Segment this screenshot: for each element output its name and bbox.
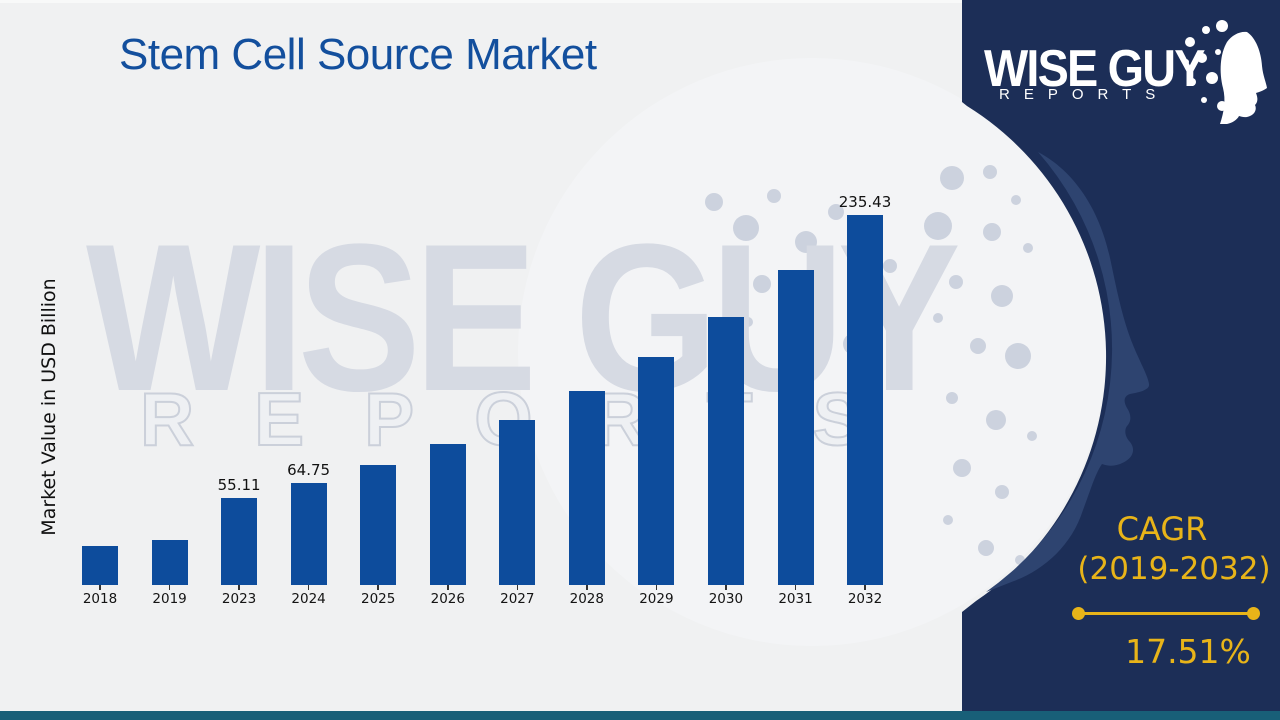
x-tick-2025 (377, 585, 379, 590)
watermark-dot (795, 231, 817, 253)
x-tick-label-2030: 2030 (708, 591, 744, 607)
x-tick-2030 (725, 585, 727, 590)
watermark-dot (1005, 343, 1031, 369)
logo-dot (1202, 26, 1210, 34)
watermark-dot (705, 193, 723, 211)
logo-face-icon (1220, 31, 1267, 124)
bar-2026 (429, 444, 466, 585)
chart-title: Stem Cell Source Market (119, 30, 597, 79)
logo-subtitle: REPORTS (999, 86, 1170, 103)
x-tick-2027 (516, 585, 518, 590)
data-label-2023: 55.11 (217, 476, 261, 494)
watermark-dot (743, 317, 753, 327)
watermark-dot (933, 313, 943, 323)
bar-2025 (360, 465, 397, 585)
x-tick-label-2025: 2025 (361, 591, 396, 607)
logo-wordmark: WISE GUY (984, 40, 1205, 98)
watermark-dot (995, 485, 1009, 499)
x-tick-label-2019: 2019 (152, 591, 187, 607)
x-tick-label-2032: 2032 (847, 591, 883, 607)
watermark-dot (1023, 243, 1033, 253)
bar-2029 (638, 357, 675, 585)
watermark-dot (970, 338, 986, 354)
watermark-dot (767, 189, 781, 203)
watermark-dot (891, 313, 909, 331)
watermark-dot (733, 215, 759, 241)
logo-dot (1188, 78, 1196, 86)
x-tick-2018 (99, 585, 101, 590)
x-tick-label-2018: 2018 (82, 591, 118, 607)
watermark-dot (924, 212, 952, 240)
watermark-dot (953, 459, 971, 477)
line-end-dot-right (1247, 607, 1260, 620)
cagr-divider-line (1072, 607, 1260, 620)
watermark-dot (828, 204, 844, 220)
watermark-dot (983, 165, 997, 179)
bar-2023 (221, 498, 258, 585)
watermark-dot (991, 285, 1013, 307)
x-tick-2019 (168, 585, 171, 590)
watermark-dot (943, 515, 953, 525)
watermark-dot (983, 223, 1001, 241)
watermark-wordmark: WISE GUY (86, 200, 961, 435)
x-tick-label-2029: 2029 (639, 591, 674, 607)
cagr-value: 17.51% (1125, 632, 1251, 671)
x-tick-2029 (655, 585, 658, 590)
logo-dot (1216, 20, 1228, 32)
line-end-dot-left (1072, 607, 1085, 620)
cagr-period: (2019-2032) (1077, 551, 1271, 587)
face-silhouette (986, 152, 1150, 592)
logo-dot (1183, 59, 1189, 65)
watermark-dot (946, 392, 958, 404)
watermark-dot (1011, 195, 1021, 205)
watermark-dot (949, 275, 963, 289)
watermark-dot (986, 410, 1006, 430)
bar-2018 (82, 546, 118, 585)
bar-2024 (290, 483, 327, 585)
x-tick-2023 (238, 585, 240, 590)
bar-2027 (499, 420, 536, 585)
watermark-dot (816, 286, 828, 298)
logo-dot (1185, 37, 1195, 47)
watermark-dot (753, 275, 771, 293)
x-tick-2028 (586, 585, 588, 590)
x-tick-2024 (307, 585, 310, 590)
bar-2030 (707, 317, 744, 585)
x-tick-label-2023: 2023 (221, 591, 257, 607)
x-tick-2026 (447, 585, 449, 590)
bar-2031 (777, 270, 814, 585)
watermark-dot (978, 540, 994, 556)
watermark-dot (1027, 431, 1037, 441)
top-hairline (0, 0, 962, 3)
data-label-2024: 64.75 (287, 461, 331, 479)
logo-dot (1215, 49, 1221, 55)
logo-dot (1206, 72, 1218, 84)
logo-dot (1201, 97, 1207, 103)
x-tick-2031 (794, 585, 797, 590)
x-tick-label-2028: 2028 (569, 591, 604, 607)
bar-2019 (151, 540, 188, 585)
bottom-accent-strip (0, 711, 1280, 720)
bar-2032 (847, 215, 883, 585)
x-tick-label-2031: 2031 (778, 591, 813, 607)
x-tick-2032 (864, 585, 866, 590)
x-tick-label-2027: 2027 (500, 591, 535, 607)
watermark-dot (883, 259, 897, 273)
cagr-label: CAGR (1116, 510, 1208, 548)
x-tick-label-2024: 2024 (291, 591, 326, 607)
data-label-2032: 235.43 (838, 193, 892, 211)
x-tick-label-2026: 2026 (430, 591, 465, 607)
bar-2028 (568, 391, 605, 585)
watermark-dot (940, 166, 964, 190)
logo-dot (1197, 53, 1207, 63)
